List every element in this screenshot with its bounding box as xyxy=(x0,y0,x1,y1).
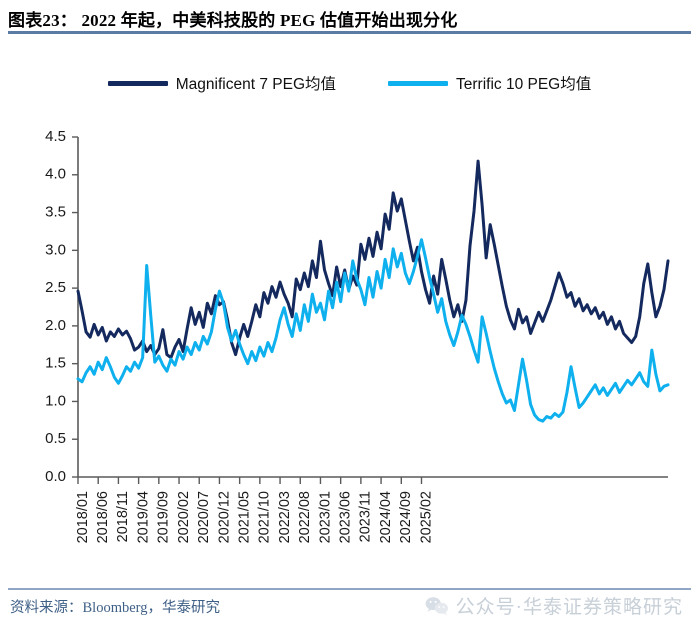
y-axis-tick-label: 1.5 xyxy=(45,355,66,372)
title-divider xyxy=(8,31,691,34)
legend-item-magnificent7: Magnificent 7 PEG均值 xyxy=(107,72,336,94)
source-note: 资料来源：Bloomberg，华泰研究 xyxy=(10,600,220,616)
y-axis-tick-label: 2.5 xyxy=(45,279,66,296)
x-axis-tick-marks xyxy=(77,477,423,484)
x-axis-tick-label: 2022/03 xyxy=(277,491,293,543)
y-axis-tick-label: 1.0 xyxy=(45,392,66,409)
x-axis-tick-label: 2023/06 xyxy=(337,491,353,543)
legend-swatch-line-icon xyxy=(107,80,168,86)
x-axis-tick-label: 2018/11 xyxy=(115,491,131,542)
y-axis-tick-label: 0.0 xyxy=(45,468,66,485)
x-axis-tick-label: 2020/02 xyxy=(176,491,192,543)
x-axis-tick-label: 2019/09 xyxy=(156,491,172,543)
wechat-icon xyxy=(425,596,448,615)
y-axis-tick-label: 4.5 xyxy=(45,128,66,145)
y-axis-tick-label: 3.5 xyxy=(45,204,66,221)
chart-legend: Magnificent 7 PEG均值 Terrific 10 PEG均值 xyxy=(0,72,699,94)
x-axis-tick-label: 2020/12 xyxy=(216,491,232,543)
x-axis-tick-label: 2018/01 xyxy=(75,491,91,543)
x-axis-tick-label: 2018/06 xyxy=(95,491,111,543)
y-axis-tick-label: 0.5 xyxy=(45,430,66,447)
peg-line-chart: 0.00.51.01.52.02.53.03.54.04.5 2018/01 20… xyxy=(45,128,670,543)
x-axis-tick-label: 2019/04 xyxy=(135,491,151,543)
x-axis-tick-label: 2022/08 xyxy=(297,491,313,543)
y-axis-tick-label: 2.0 xyxy=(45,317,66,334)
x-axis-tick-labels: 2018/01 2018/06 2018/11 2019/04 2019/09 2020/… xyxy=(75,491,434,543)
watermark-text: 公众号·华泰证券策略研究 xyxy=(455,597,683,618)
y-axis-tick-marks xyxy=(72,136,78,478)
chart-area: 0.0 0.5 1.0 1.5 2.0 2.5 3.0 3.5 4.0 4.5 2018/01 20… xyxy=(0,120,699,560)
y-axis-tick-label: 3.0 xyxy=(45,241,66,258)
series-line-terrific10 xyxy=(76,238,670,423)
legend-label-terrific10: Terrific 10 PEG均值 xyxy=(456,76,592,93)
x-axis-tick-label: 2020/07 xyxy=(196,491,212,543)
x-axis-tick-label: 2024/04 xyxy=(378,491,394,543)
legend-swatch-line-icon xyxy=(388,80,448,86)
y-axis-tick-labels: 0.0 0.5 1.0 1.5 2.0 2.5 3.0 3.5 4.0 4.5 xyxy=(45,128,66,485)
x-axis-tick-label: 2023/01 xyxy=(317,491,333,543)
watermark: 公众号·华泰证券策略研究 xyxy=(425,592,683,619)
y-axis-tick-label: 4.0 xyxy=(45,166,66,183)
legend-item-terrific10: Terrific 10 PEG均值 xyxy=(388,72,591,94)
x-axis-tick-label: 2025/02 xyxy=(418,491,434,543)
x-axis-tick-label: 2021/05 xyxy=(236,491,252,543)
x-axis-tick-label: 2021/10 xyxy=(257,491,273,543)
x-axis-tick-label: 2023/11 xyxy=(358,491,374,542)
footer-divider xyxy=(8,588,691,590)
legend-label-magnificent7: Magnificent 7 PEG均值 xyxy=(175,76,336,93)
series-line-magnificent7 xyxy=(76,159,670,360)
page-title: 图表23： 2022 年起，中美科技股的 PEG 估值开始出现分化 xyxy=(8,11,458,30)
x-axis-tick-label: 2024/09 xyxy=(398,491,414,543)
